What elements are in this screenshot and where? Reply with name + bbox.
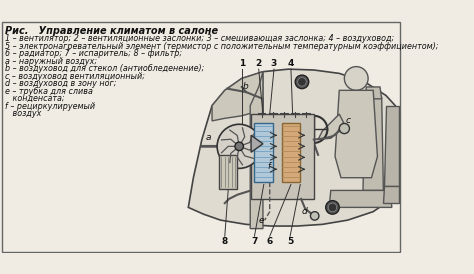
Polygon shape bbox=[335, 90, 377, 178]
Polygon shape bbox=[365, 87, 382, 99]
Text: b: b bbox=[243, 82, 248, 91]
Text: 5 – электронагревательный элемент (термистор с положительным температурным коэфф: 5 – электронагревательный элемент (терми… bbox=[5, 42, 438, 51]
Polygon shape bbox=[255, 122, 273, 182]
Polygon shape bbox=[363, 97, 383, 190]
Circle shape bbox=[326, 201, 339, 214]
Text: c: c bbox=[346, 116, 351, 125]
Polygon shape bbox=[188, 69, 397, 226]
Text: 2: 2 bbox=[255, 59, 262, 68]
Text: 8: 8 bbox=[222, 237, 228, 246]
Text: c – воздуховод вентиляционный;: c – воздуховод вентиляционный; bbox=[5, 72, 145, 81]
Text: d – воздуховод в зону ног;: d – воздуховод в зону ног; bbox=[5, 79, 117, 88]
Text: 1: 1 bbox=[238, 59, 245, 68]
Text: f: f bbox=[267, 162, 270, 171]
Text: 6: 6 bbox=[266, 237, 273, 246]
Polygon shape bbox=[251, 114, 314, 199]
Text: a: a bbox=[206, 133, 211, 142]
Text: Рис.   Управление климатом в салоне: Рис. Управление климатом в салоне bbox=[5, 26, 218, 36]
Polygon shape bbox=[219, 155, 237, 189]
Text: 7: 7 bbox=[251, 237, 258, 246]
Text: e – трубка для слива: e – трубка для слива bbox=[5, 87, 93, 96]
Text: 1 – вентилятор; 2 – вентиляционные заслонки; 3 – смешивающая заслонка; 4 – возду: 1 – вентилятор; 2 – вентиляционные засло… bbox=[5, 34, 394, 43]
Text: 3: 3 bbox=[271, 59, 277, 68]
Circle shape bbox=[235, 142, 244, 151]
Circle shape bbox=[298, 78, 306, 86]
Polygon shape bbox=[282, 122, 300, 182]
Polygon shape bbox=[212, 72, 263, 121]
Polygon shape bbox=[384, 105, 399, 186]
Circle shape bbox=[310, 212, 319, 220]
Text: 5: 5 bbox=[287, 237, 293, 246]
Polygon shape bbox=[329, 190, 392, 207]
Circle shape bbox=[345, 67, 368, 90]
Circle shape bbox=[295, 75, 309, 89]
Circle shape bbox=[339, 123, 349, 134]
Text: воздух: воздух bbox=[5, 109, 41, 118]
Polygon shape bbox=[251, 135, 263, 152]
Polygon shape bbox=[318, 114, 344, 139]
Text: конденсата;: конденсата; bbox=[5, 94, 65, 103]
Text: 4: 4 bbox=[288, 59, 294, 68]
Text: a – наружный воздух;: a – наружный воздух; bbox=[5, 57, 97, 66]
Text: d: d bbox=[301, 207, 307, 216]
Text: 6 – радиатор; 7 – испаритель; 8 – фильтр;: 6 – радиатор; 7 – испаритель; 8 – фильтр… bbox=[5, 49, 182, 58]
Text: e: e bbox=[259, 216, 264, 225]
Circle shape bbox=[328, 203, 337, 212]
Polygon shape bbox=[250, 72, 263, 229]
Circle shape bbox=[217, 124, 261, 169]
Text: f – рециркулируемый: f – рециркулируемый bbox=[5, 102, 95, 110]
Polygon shape bbox=[383, 186, 399, 203]
Text: b – воздуховод для стекол (антиобледенение);: b – воздуховод для стекол (антиобледенен… bbox=[5, 64, 204, 73]
